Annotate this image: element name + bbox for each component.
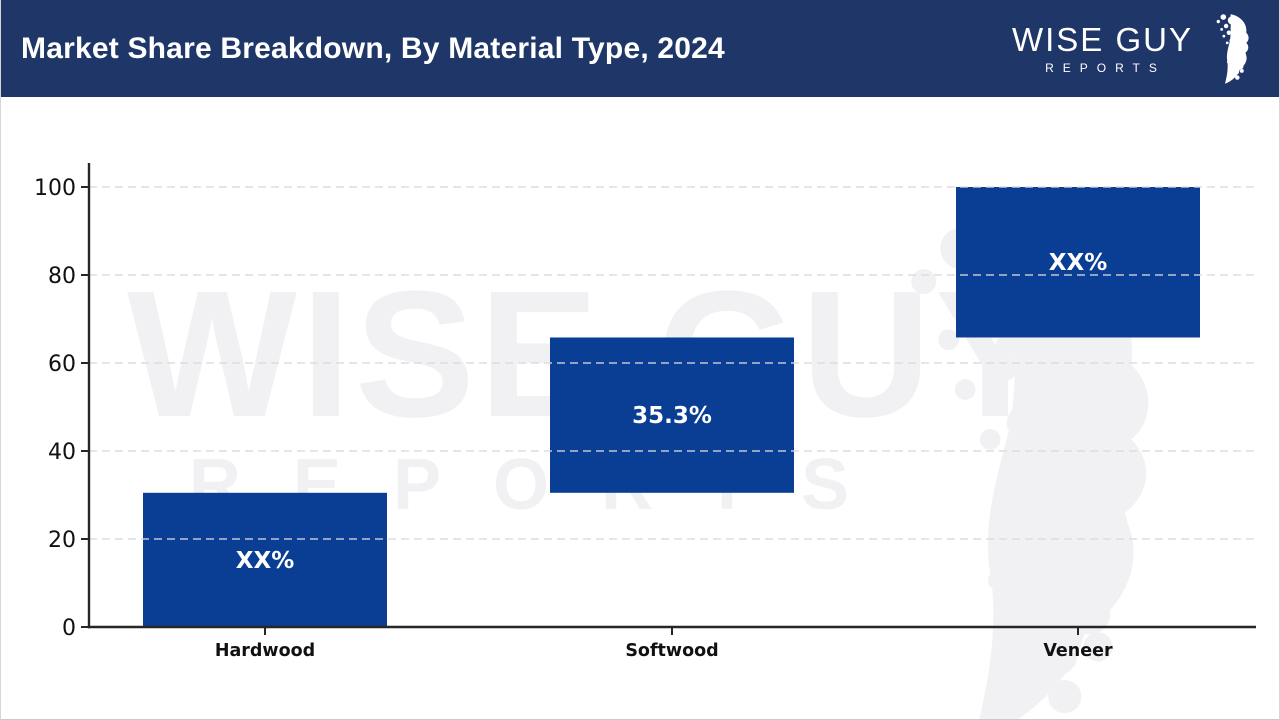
- y-axis-tick-label: 0: [62, 616, 76, 641]
- y-axis-tick-label: 60: [48, 352, 76, 377]
- x-axis-label-softwood: Softwood: [625, 641, 718, 661]
- y-axis-tick-label: 80: [48, 264, 76, 289]
- bar-value-label: XX%: [236, 548, 295, 574]
- header: Market Share Breakdown, By Material Type…: [1, 0, 1279, 97]
- chart: WISE GUY REPORTS 0 20 40 60 80 100 Hardwood Sof…: [1, 97, 1279, 719]
- wiseguy-logo: WISE GUY REPORTS: [1012, 11, 1253, 87]
- bar-value-label: XX%: [1049, 250, 1108, 276]
- logo-wordmark: WISE GUY: [1011, 20, 1193, 58]
- x-axis-label-hardwood: Hardwood: [215, 641, 315, 661]
- page-title: Market Share Breakdown, By Material Type…: [21, 31, 725, 65]
- bar-plot: 0 20 40 60 80 100 Hardwood Softwood Veneer XX% 35.…: [34, 163, 1256, 661]
- y-axis-tick-label: 100: [34, 176, 76, 201]
- bar-hardwood: [143, 492, 387, 627]
- x-axis-label-veneer: Veneer: [1043, 641, 1113, 661]
- y-axis-tick-label: 20: [48, 528, 76, 553]
- logo-subtitle: REPORTS: [1045, 60, 1166, 75]
- wiseguy-face-icon: [1216, 13, 1249, 84]
- bar-value-label: 35.3%: [632, 403, 712, 429]
- bar-veneer: [956, 187, 1200, 338]
- y-axis-tick-label: 40: [48, 440, 76, 465]
